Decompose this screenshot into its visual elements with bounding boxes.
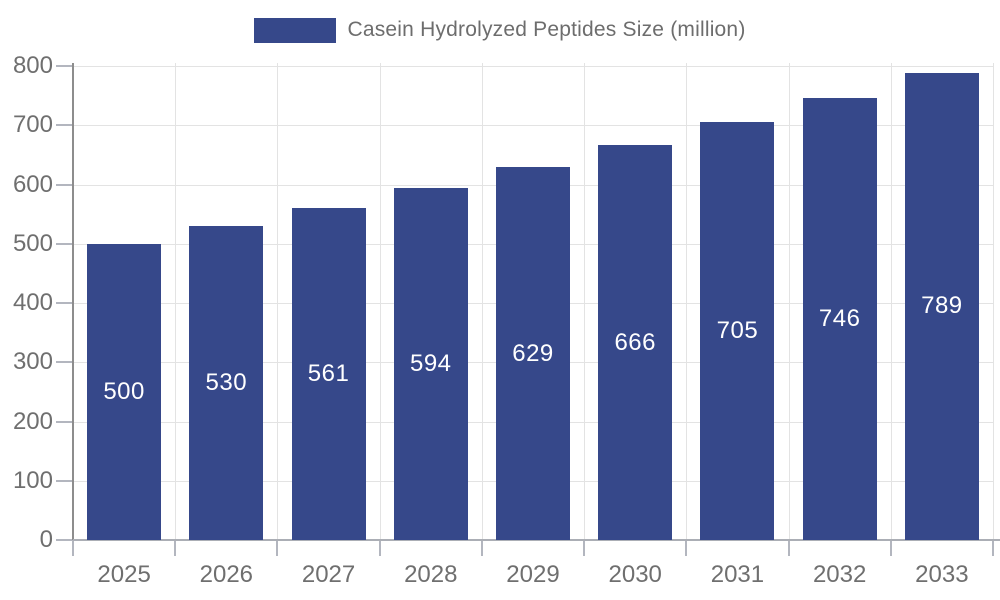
gridline-horizontal [73, 66, 993, 67]
x-axis-label: 2025 [97, 561, 151, 588]
gridline-vertical [379, 63, 381, 540]
bar-2029[interactable] [496, 167, 570, 540]
gridline-horizontal [73, 125, 993, 127]
x-axis-tick [685, 540, 688, 556]
y-axis-tick [56, 65, 73, 67]
bar-2025[interactable] [87, 243, 162, 540]
y-axis-label: 100 [12, 466, 53, 494]
bar-2028[interactable] [393, 188, 468, 540]
bar-value-label: 666 [614, 328, 656, 356]
x-axis-tick [787, 540, 790, 556]
x-axis-tick [72, 540, 74, 556]
y-axis-tick [56, 302, 73, 304]
y-axis-tick [56, 479, 73, 482]
legend[interactable]: Casein Hydrolyzed Peptides Size (million… [0, 17, 1000, 43]
bar-value-label: 561 [307, 359, 350, 387]
gridline-vertical [993, 63, 994, 540]
bar-2027[interactable] [291, 207, 366, 540]
gridline-vertical [277, 63, 279, 540]
y-axis-tick [56, 124, 73, 127]
gridline-vertical [686, 63, 688, 540]
y-axis-tick [56, 361, 73, 364]
x-axis-tick [378, 540, 381, 556]
bar-value-label: 500 [103, 377, 145, 405]
y-axis-tick [56, 420, 73, 423]
y-axis-line [72, 63, 74, 540]
x-axis-tick [480, 540, 483, 556]
x-axis-tick [889, 540, 892, 556]
bar-value-label: 530 [205, 368, 248, 396]
bar-value-label: 629 [512, 339, 554, 367]
x-axis-label: 2033 [915, 561, 969, 588]
x-axis-tick [992, 540, 994, 556]
bar-value-label: 789 [921, 292, 963, 320]
gridline-vertical [175, 63, 177, 540]
legend-color-swatch [254, 17, 337, 43]
y-axis-label: 600 [12, 170, 53, 198]
gridline-vertical [788, 63, 790, 540]
x-axis-label: 2026 [199, 561, 254, 588]
y-axis-tick [56, 539, 73, 541]
bar-2033[interactable] [904, 72, 979, 540]
x-axis-label: 2029 [506, 561, 560, 588]
y-axis-label: 500 [12, 229, 53, 257]
y-axis-label: 300 [12, 348, 53, 376]
x-axis-label: 2031 [710, 561, 765, 588]
y-axis-label: 700 [12, 111, 53, 139]
x-axis-label: 2032 [812, 561, 867, 588]
bar-2030[interactable] [598, 145, 673, 540]
gridline-vertical [584, 63, 586, 540]
x-axis-label: 2027 [301, 561, 356, 588]
x-axis-label: 2028 [404, 561, 458, 588]
y-axis-label: 0 [39, 526, 53, 553]
gridline-vertical [890, 63, 892, 540]
y-axis-tick [56, 242, 73, 245]
bar-value-label: 594 [409, 350, 452, 378]
x-axis-label: 2030 [608, 561, 662, 588]
legend-label: Casein Hydrolyzed Peptides Size (million… [347, 18, 746, 41]
bar-2032[interactable] [802, 97, 877, 540]
y-axis-label: 400 [12, 289, 53, 316]
x-axis-line [73, 539, 1000, 541]
x-axis-tick [583, 540, 586, 556]
bar-value-label: 705 [716, 317, 759, 345]
gridline-vertical [481, 63, 483, 540]
y-axis-label: 800 [12, 52, 53, 79]
y-axis-tick [56, 183, 73, 186]
bar-2031[interactable] [700, 122, 775, 540]
x-axis-tick [276, 540, 279, 556]
bar-2026[interactable] [189, 225, 264, 540]
y-axis-label: 200 [12, 407, 53, 435]
bar-value-label: 746 [818, 304, 861, 332]
x-axis-tick [174, 540, 177, 556]
